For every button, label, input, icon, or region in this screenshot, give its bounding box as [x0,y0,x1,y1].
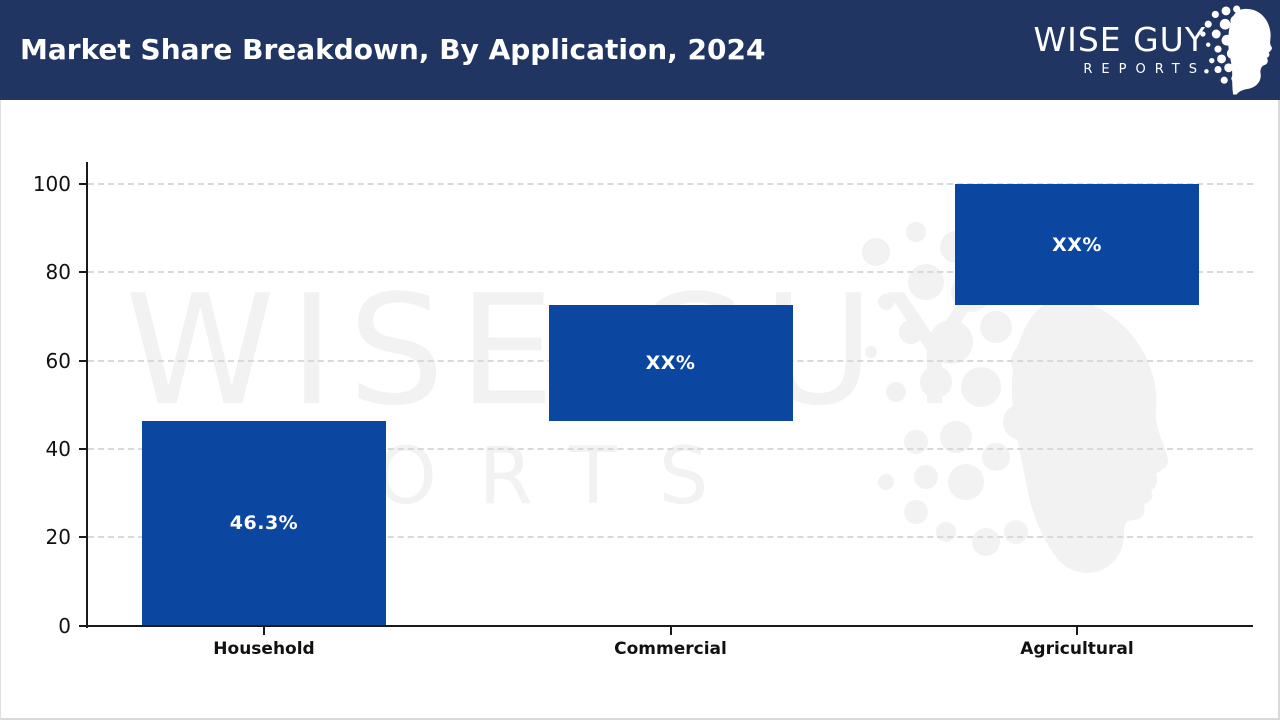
x-category-label: Agricultural [1020,638,1134,659]
bar-value-label: XX% [1052,233,1102,256]
bar-household: 46.3% [142,421,386,626]
wise-guy-reports-logo: WISE GUY REPORTS [1024,4,1274,96]
x-axis-line [86,624,1253,627]
logo-face-icon [1200,5,1272,95]
y-axis-line [86,162,88,628]
x-category-label: Household [213,638,315,659]
y-axis-tick [79,624,88,627]
bar-commercial: XX% [548,305,793,422]
y-axis-tick-label: 20 [45,525,71,550]
logo-brand-text: WISE GUY [1033,20,1206,59]
x-category-label: Commercial [614,638,727,659]
y-gridline [88,183,1253,186]
y-axis-tick [79,536,88,539]
frame-bottom-border [0,718,1280,720]
x-axis-tick [263,626,265,635]
y-gridline [88,447,1253,450]
y-axis-tick [79,183,88,186]
y-axis-tick-label: 0 [58,613,71,638]
frame-right-border [1278,100,1280,720]
x-axis-tick [1076,626,1078,635]
bar-agricultural: XX% [955,184,1199,305]
page-title: Market Share Breakdown, By Application, … [20,33,766,66]
y-axis-tick [79,447,88,450]
header-band: Market Share Breakdown, By Application, … [0,0,1280,100]
logo-sub-text: REPORTS [1083,62,1206,77]
y-axis-tick [79,271,88,274]
y-axis-tick-label: 60 [45,348,71,373]
y-axis-tick-label: 100 [32,172,71,197]
frame-left-border [0,100,1,720]
bar-value-label: XX% [645,352,696,375]
logo-wordmark: WISE GUY REPORTS [1033,22,1206,80]
y-gridline [88,536,1253,539]
y-axis-tick-label: 80 [45,260,71,285]
y-axis-tick [79,359,88,362]
y-gridline [88,271,1253,274]
y-axis-tick-label: 40 [45,436,71,461]
x-axis-tick [669,626,672,635]
bar-value-label: 46.3% [229,512,299,535]
